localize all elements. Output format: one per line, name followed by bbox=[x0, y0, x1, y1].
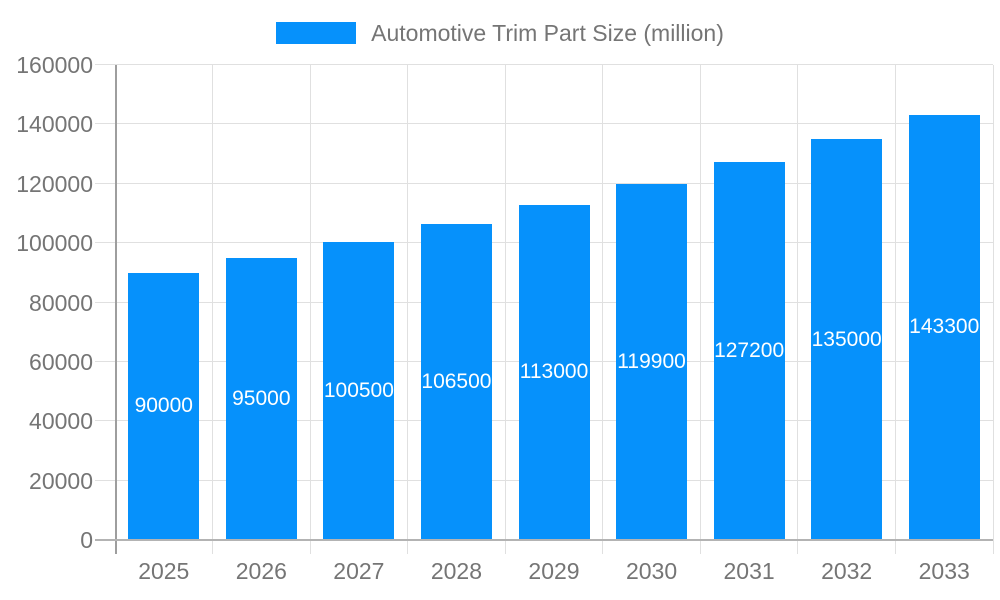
bar[interactable]: 90000 bbox=[128, 272, 200, 540]
grid-line-vertical bbox=[894, 65, 896, 554]
bar[interactable]: 119900 bbox=[616, 184, 688, 540]
x-tick-label: 2030 bbox=[625, 558, 678, 584]
grid-line-horizontal bbox=[95, 182, 993, 184]
bar-value-label: 135000 bbox=[811, 327, 882, 351]
x-tick-label: 2027 bbox=[333, 558, 385, 584]
y-axis-labels: 0 20000 40000 60000 80000 100000 120000 140000 1… bbox=[0, 0, 93, 600]
bar-value-label: 119900 bbox=[617, 350, 686, 374]
bar-value-label: 127200 bbox=[714, 339, 785, 363]
bar[interactable]: 113000 bbox=[518, 204, 590, 540]
bar[interactable]: 135000 bbox=[811, 139, 883, 540]
grid-line-vertical bbox=[212, 65, 214, 554]
bar-value-label: 113000 bbox=[519, 360, 589, 384]
bar[interactable]: 143300 bbox=[908, 114, 980, 540]
y-tick-label: 120000 bbox=[16, 170, 93, 197]
bar[interactable]: 127200 bbox=[713, 162, 785, 540]
grid-line-vertical bbox=[992, 65, 994, 554]
bar-value-label: 90000 bbox=[134, 394, 193, 418]
x-tick-label: 2033 bbox=[918, 558, 970, 584]
grid-line-vertical bbox=[309, 65, 311, 554]
y-tick-label: 140000 bbox=[16, 111, 93, 138]
y-tick-label: 0 bbox=[80, 527, 93, 553]
y-tick-label: 160000 bbox=[16, 52, 93, 78]
x-tick-label: 2026 bbox=[235, 558, 287, 584]
plot-area: 90000 95000 100500 106500 113000 119900 127200… bbox=[95, 64, 994, 554]
legend-swatch bbox=[276, 22, 357, 44]
x-tick-label: 2031 bbox=[723, 558, 775, 584]
grid-line-vertical bbox=[797, 65, 799, 554]
x-tick-label: 2028 bbox=[430, 558, 483, 584]
x-tick-label: 2032 bbox=[821, 558, 873, 584]
x-tick-label: 2025 bbox=[138, 558, 190, 584]
y-tick-label: 80000 bbox=[29, 289, 93, 316]
x-axis-labels: 2025 2026 2027 2028 2029 2030 2031 2032 2033 bbox=[115, 557, 993, 587]
grid-line-vertical bbox=[602, 65, 604, 554]
grid-line-vertical bbox=[504, 65, 506, 554]
y-axis-line bbox=[115, 65, 117, 554]
grid-line-horizontal bbox=[95, 64, 993, 65]
x-tick-label: 2029 bbox=[528, 558, 580, 584]
y-tick-label: 100000 bbox=[16, 230, 93, 257]
legend[interactable]: Automotive Trim Part Size (million) bbox=[0, 20, 1000, 46]
x-axis-line bbox=[95, 539, 993, 541]
bar[interactable]: 95000 bbox=[225, 257, 297, 540]
y-tick-label: 60000 bbox=[29, 348, 93, 375]
y-tick-label: 20000 bbox=[29, 467, 93, 494]
y-tick-label: 40000 bbox=[29, 408, 93, 435]
grid-line-horizontal bbox=[95, 123, 993, 125]
bar[interactable]: 106500 bbox=[420, 223, 492, 540]
bar[interactable]: 100500 bbox=[323, 241, 395, 540]
bar-value-label: 100500 bbox=[323, 378, 394, 402]
bar-value-label: 143300 bbox=[909, 315, 980, 339]
legend-label: Automotive Trim Part Size (million) bbox=[371, 20, 724, 46]
bar-value-label: 106500 bbox=[421, 369, 492, 393]
grid-line-vertical bbox=[699, 65, 701, 554]
bar-value-label: 95000 bbox=[232, 386, 291, 410]
grid-line-vertical bbox=[407, 65, 409, 554]
